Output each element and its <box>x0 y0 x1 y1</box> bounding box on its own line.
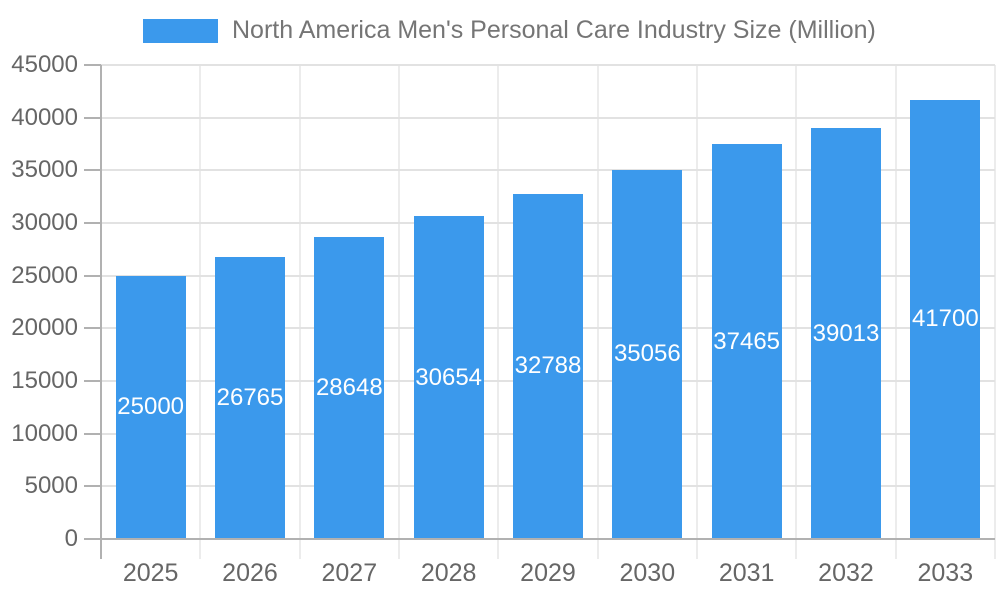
bar-value-label: 37465 <box>713 327 781 355</box>
y-tick <box>84 64 101 66</box>
bar-value-label: 32788 <box>514 352 582 380</box>
bar-value-label: 26765 <box>216 384 284 412</box>
bar-2031[interactable] <box>711 144 782 539</box>
y-axis-label: 15000 <box>11 367 78 394</box>
bar-2033[interactable] <box>910 99 981 539</box>
v-gridline <box>795 65 798 559</box>
y-tick <box>84 432 101 435</box>
y-axis-label: 20000 <box>11 314 78 342</box>
y-axis-label: 40000 <box>11 103 78 131</box>
y-tick <box>84 274 101 277</box>
y-tick <box>84 116 101 119</box>
bar-value-label: 39013 <box>812 319 880 347</box>
y-axis-line <box>100 65 102 559</box>
y-tick <box>84 222 101 224</box>
v-gridline <box>298 65 301 559</box>
v-gridline <box>894 65 897 559</box>
y-tick <box>84 327 101 330</box>
legend-label: North America Men's Personal Care Indust… <box>232 16 876 44</box>
y-axis-label: 10000 <box>11 419 78 447</box>
x-axis-label: 2027 <box>321 559 378 587</box>
x-axis-label: 2031 <box>718 559 775 587</box>
y-tick <box>84 380 101 382</box>
y-axis-label: 5000 <box>24 472 78 500</box>
y-axis-label: 45000 <box>11 51 78 78</box>
x-axis-label: 2028 <box>420 559 477 587</box>
bar-2032[interactable] <box>811 128 881 539</box>
bar-2026[interactable] <box>215 257 285 539</box>
h-gridline <box>101 64 995 66</box>
x-axis-label: 2032 <box>818 559 874 587</box>
y-tick <box>84 169 101 172</box>
y-axis-label: 25000 <box>11 261 78 289</box>
x-axis-label: 2025 <box>122 559 179 587</box>
y-axis-label: 0 <box>64 525 78 552</box>
x-axis-label: 2033 <box>917 559 974 587</box>
bar-2029[interactable] <box>513 193 583 539</box>
x-axis-line <box>84 538 995 540</box>
y-axis-label: 35000 <box>11 156 78 184</box>
v-gridline <box>199 65 202 559</box>
v-gridline <box>696 65 698 559</box>
bar-value-label: 25000 <box>117 393 185 421</box>
v-gridline <box>994 65 996 559</box>
legend-swatch <box>143 18 218 43</box>
y-tick <box>84 485 101 488</box>
legend: North America Men's Personal Care Indust… <box>143 16 876 44</box>
bar-value-label: 35056 <box>613 340 681 368</box>
bar-2028[interactable] <box>413 216 484 539</box>
x-axis-label: 2029 <box>520 559 576 587</box>
v-gridline <box>497 65 500 559</box>
y-axis-label: 30000 <box>11 209 78 236</box>
x-axis-label: 2030 <box>619 559 676 587</box>
bar-2030[interactable] <box>612 169 683 539</box>
bar-2025[interactable] <box>115 275 186 539</box>
v-gridline <box>398 65 400 559</box>
bar-value-label: 30654 <box>415 363 483 391</box>
bar-2027[interactable] <box>314 237 385 539</box>
h-gridline <box>101 116 995 119</box>
bar-value-label: 28648 <box>315 374 383 402</box>
v-gridline <box>596 65 599 559</box>
h-gridline <box>101 169 995 172</box>
x-axis-label: 2026 <box>222 559 278 587</box>
bar-value-label: 41700 <box>911 305 979 333</box>
